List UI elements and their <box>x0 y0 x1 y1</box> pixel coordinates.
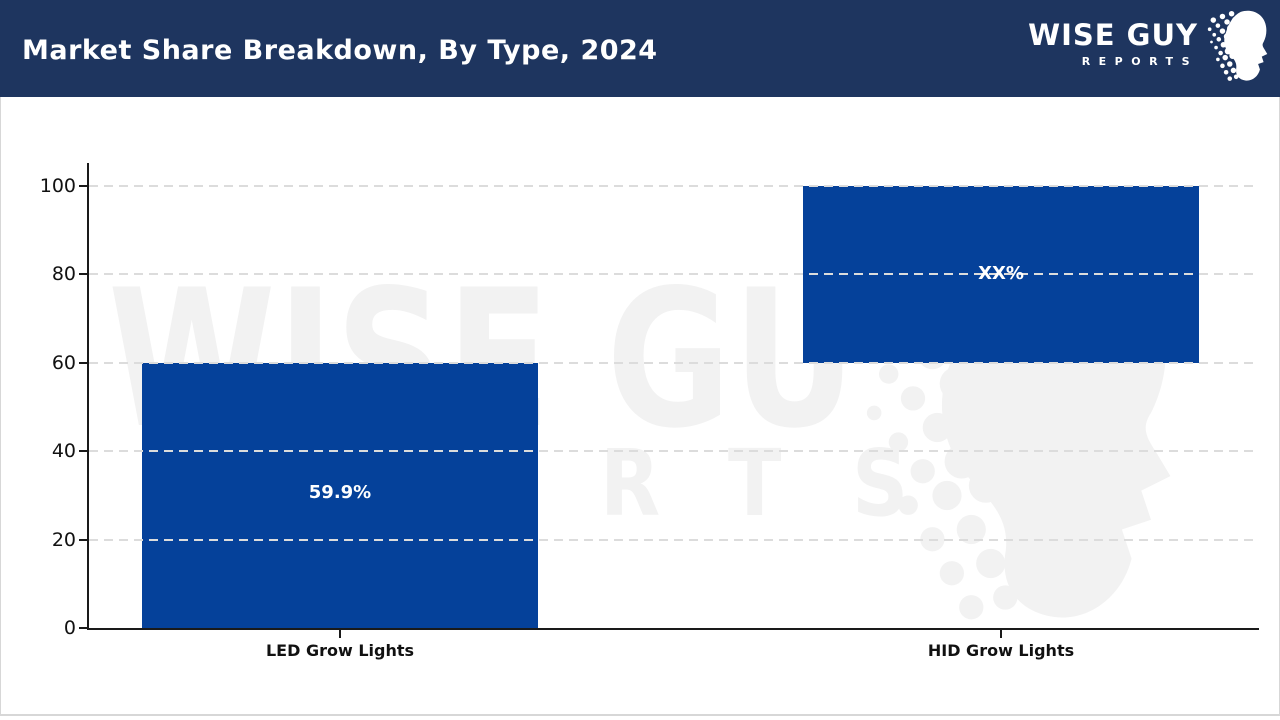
y-tick-label: 80 <box>51 263 76 285</box>
gridline-100 <box>89 185 1258 187</box>
brand-name: WISE GUY <box>1028 18 1198 52</box>
brand-logo: WISE GUY REPORTS <box>970 6 1270 91</box>
y-tick-label: 40 <box>51 440 76 462</box>
y-tick <box>79 185 87 187</box>
gridline-60 <box>89 362 1258 364</box>
x-category-label: LED Grow Lights <box>265 641 415 660</box>
y-tick <box>79 362 87 364</box>
x-tick <box>339 630 341 638</box>
y-tick <box>79 539 87 541</box>
gridline-40 <box>89 450 1258 452</box>
bar-led-grow-lights <box>142 363 538 628</box>
gridline-80 <box>89 273 1258 275</box>
y-axis-line <box>87 163 89 629</box>
x-category-label: HID Grow Lights <box>927 641 1075 660</box>
brand-face-icon <box>1207 10 1268 81</box>
watermark-letter: S <box>852 430 909 537</box>
watermark-letter: R <box>600 430 661 537</box>
y-tick-label: 0 <box>63 617 76 639</box>
y-tick <box>79 627 87 629</box>
gridline-20 <box>89 539 1258 541</box>
brand-logo-text: WISE GUY REPORTS <box>1028 18 1198 68</box>
brand-subtitle: REPORTS <box>1081 54 1198 68</box>
y-tick-label: 100 <box>39 175 76 197</box>
bar-value-label: XX% <box>978 263 1024 284</box>
watermark-letter: T <box>728 430 782 537</box>
y-tick-label: 60 <box>51 352 76 374</box>
chart-title: Market Share Breakdown, By Type, 2024 <box>22 35 658 66</box>
x-axis-line <box>87 628 1259 630</box>
y-tick-label: 20 <box>51 529 76 551</box>
y-tick <box>79 450 87 452</box>
x-tick <box>1000 630 1002 638</box>
header-bar: Market Share Breakdown, By Type, 2024 WI… <box>0 0 1280 97</box>
y-tick <box>79 273 87 275</box>
bar-value-label: 59.9% <box>308 482 372 503</box>
